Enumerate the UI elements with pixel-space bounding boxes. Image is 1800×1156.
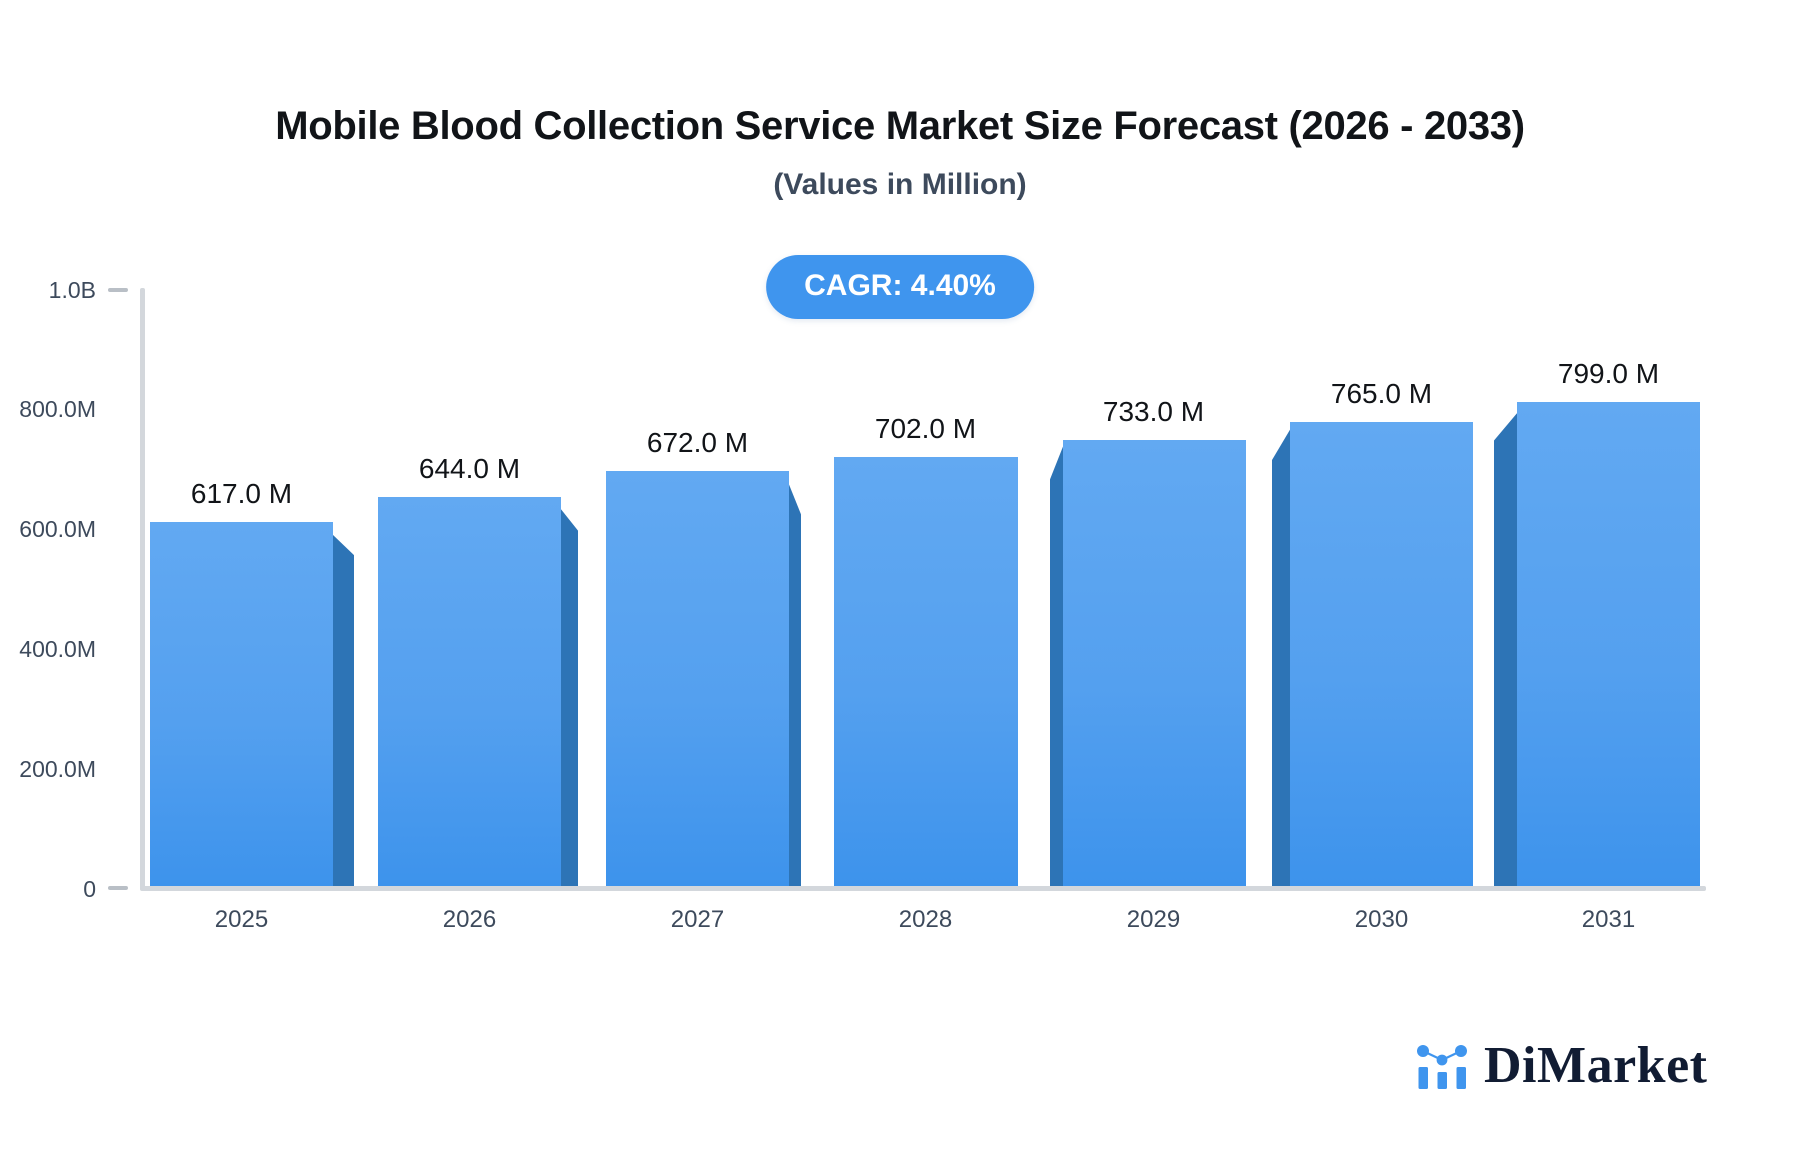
y-tick-label-200: 200.0M bbox=[19, 756, 96, 782]
cagr-badge: CAGR: 4.40% bbox=[766, 255, 1034, 319]
bar-face-2025 bbox=[150, 522, 333, 886]
x-tick-label-2029: 2029 bbox=[1126, 906, 1181, 933]
bar-value-label-2026: 644.0 M bbox=[418, 453, 521, 484]
chart-title: Mobile Blood Collection Service Market S… bbox=[275, 104, 1525, 148]
y-tick-label-800: 800.0M bbox=[19, 396, 96, 422]
y-tick-label-0: 0 bbox=[83, 876, 96, 902]
y-tick-label-600: 600.0M bbox=[19, 516, 96, 542]
bar-value-label-2028: 702.0 M bbox=[874, 413, 977, 444]
y-tick-mark-zero bbox=[108, 886, 128, 890]
bar-value-label-2025: 617.0 M bbox=[190, 478, 293, 509]
bar-value-label-2031: 799.0 M bbox=[1557, 358, 1660, 389]
bar-face-2027 bbox=[606, 471, 789, 886]
bar-side-2027 bbox=[788, 482, 801, 886]
x-tick-label-2031: 2031 bbox=[1581, 906, 1636, 933]
brand-logo-text: DiMarket bbox=[1484, 1037, 1708, 1094]
x-tick-label-2028: 2028 bbox=[898, 906, 953, 933]
bar-face-2030 bbox=[1290, 422, 1473, 886]
brand-logo: DiMarket bbox=[1416, 1040, 1707, 1092]
bar-side-2026 bbox=[560, 508, 578, 886]
y-tick-label-1000: 1.0B bbox=[48, 277, 96, 303]
bar-side-2031 bbox=[1494, 412, 1518, 886]
bar-value-label-2030: 765.0 M bbox=[1330, 378, 1433, 409]
chart-subtitle: (Values in Million) bbox=[773, 168, 1027, 201]
x-tick-label-2027: 2027 bbox=[670, 906, 725, 933]
bar-side-2029 bbox=[1050, 444, 1064, 886]
y-axis-line bbox=[140, 288, 145, 890]
bar-value-label-2029: 733.0 M bbox=[1102, 396, 1205, 427]
bar-face-2029 bbox=[1063, 440, 1246, 886]
x-tick-label-2025: 2025 bbox=[214, 906, 269, 933]
bar-chart-dots-icon bbox=[1417, 1045, 1467, 1089]
y-tick-label-400: 400.0M bbox=[19, 636, 96, 662]
bar-face-2026 bbox=[378, 497, 561, 886]
x-axis-line bbox=[140, 886, 1706, 891]
bar-side-2025 bbox=[332, 534, 354, 886]
x-tick-label-2030: 2030 bbox=[1354, 906, 1409, 933]
bar-side-2030 bbox=[1272, 428, 1291, 886]
bar-value-label-2027: 672.0 M bbox=[646, 427, 749, 458]
bar-face-2028 bbox=[834, 457, 1018, 886]
x-tick-label-2026: 2026 bbox=[442, 906, 497, 933]
bar-face-2031 bbox=[1517, 402, 1700, 886]
y-tick-mark-top bbox=[108, 288, 128, 292]
